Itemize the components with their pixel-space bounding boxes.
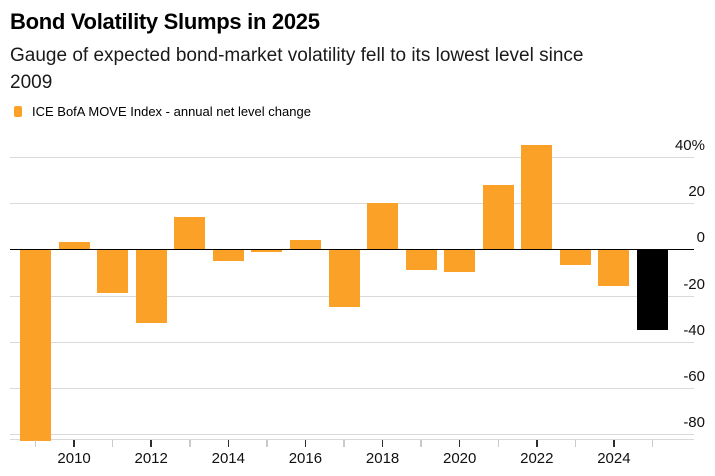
- x-axis-label-2022: 2022: [520, 450, 554, 467]
- chart-subtitle: Gauge of expected bond-market volatility…: [10, 42, 583, 96]
- x-axis-label-2012: 2012: [134, 450, 168, 467]
- chart-subtitle-line2: 2009: [10, 72, 53, 93]
- x-axis-label-2020: 2020: [443, 450, 477, 467]
- bar-2012: [135, 249, 167, 324]
- bar-2013: [174, 217, 206, 250]
- legend-swatch-icon: [14, 105, 22, 117]
- bar-2021: [482, 184, 514, 250]
- x-tick-2025: [651, 440, 654, 447]
- x-tick-2019: [420, 440, 422, 447]
- x-tick-2014: [227, 440, 230, 447]
- legend-label: ICE BofA MOVE Index - annual net level c…: [32, 103, 311, 119]
- bar-2023: [559, 249, 591, 266]
- x-tick-2018: [381, 440, 384, 447]
- x-axis-label-2024: 2024: [597, 450, 631, 467]
- y-axis-label-0: 0: [696, 229, 705, 247]
- y-axis-label-40: 40%: [674, 136, 705, 154]
- bar-2025: [637, 249, 668, 331]
- bar-2010: [58, 242, 90, 250]
- x-axis-label-2010: 2010: [57, 450, 91, 467]
- x-tick-2020: [458, 440, 461, 447]
- gridline-20: [10, 203, 694, 205]
- x-tick-2012: [150, 440, 152, 447]
- x-axis-label-2018: 2018: [365, 450, 400, 467]
- x-axis-baseline: [10, 438, 694, 440]
- bar-2020: [444, 249, 476, 273]
- x-tick-2009: [34, 440, 37, 447]
- y-axis-label--60: -60: [683, 367, 705, 385]
- x-tick-2010: [73, 440, 75, 447]
- x-tick-2013: [189, 440, 191, 447]
- x-tick-2011: [111, 440, 114, 447]
- bar-2009: [20, 249, 51, 441]
- bar-2022: [521, 145, 553, 250]
- bar-2019: [405, 249, 437, 271]
- bar-2011: [97, 249, 129, 294]
- chart-legend: ICE BofA MOVE Index - annual net level c…: [14, 103, 311, 119]
- gridline--80: [10, 434, 694, 436]
- zero-line: [10, 248, 694, 251]
- x-tick-2023: [574, 440, 577, 447]
- bar-2016: [289, 240, 321, 250]
- x-tick-2015: [266, 440, 268, 447]
- bar-2014: [212, 249, 244, 261]
- bar-2017: [328, 249, 360, 308]
- y-axis-label--20: -20: [683, 275, 705, 293]
- y-axis-label-20: 20: [688, 183, 705, 201]
- bar-2024: [598, 249, 630, 287]
- x-tick-2016: [304, 440, 307, 447]
- x-axis-label-2016: 2016: [288, 450, 323, 467]
- x-tick-2022: [536, 440, 538, 447]
- x-tick-2021: [497, 440, 499, 447]
- x-tick-2017: [343, 440, 345, 447]
- gridline-40: [10, 156, 694, 158]
- chart-title: Bond Volatility Slumps in 2025: [10, 9, 320, 34]
- x-axis-label-2014: 2014: [211, 450, 245, 467]
- y-axis-label--40: -40: [683, 321, 705, 339]
- chart-subtitle-line1: Gauge of expected bond-market volatility…: [10, 45, 584, 66]
- gridline--40: [10, 341, 694, 343]
- x-tick-2024: [613, 440, 615, 447]
- bar-2018: [367, 203, 399, 250]
- gridline--60: [10, 387, 694, 389]
- y-axis-label--80: -80: [683, 414, 705, 432]
- bar-2015: [251, 249, 283, 252]
